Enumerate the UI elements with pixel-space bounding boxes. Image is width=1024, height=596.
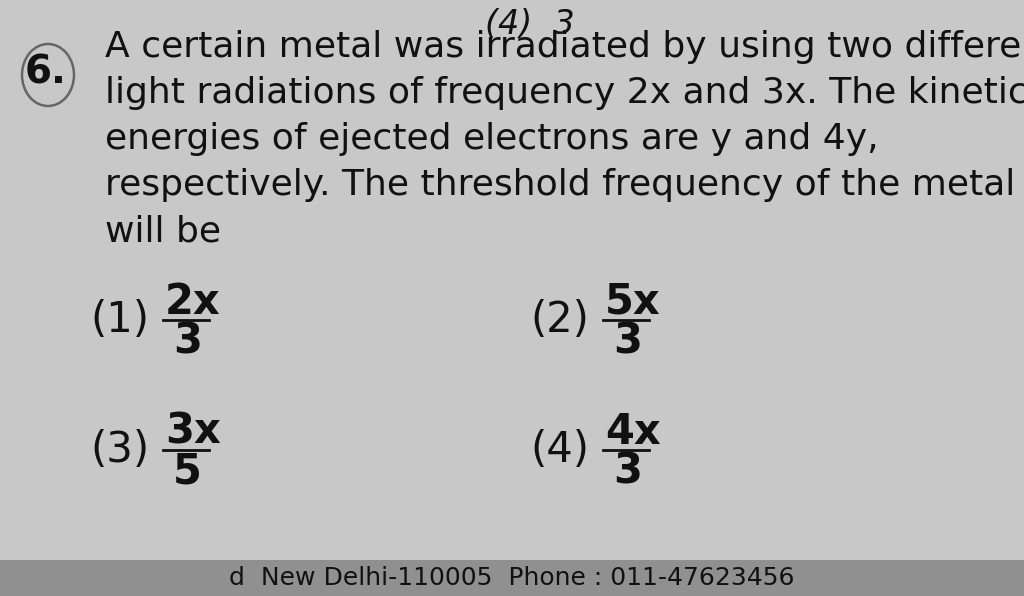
- Text: (4)  3: (4) 3: [485, 8, 574, 41]
- Text: energies of ejected electrons are y and 4y,: energies of ejected electrons are y and …: [105, 122, 879, 156]
- Text: will be: will be: [105, 214, 221, 248]
- Text: (1): (1): [90, 299, 150, 341]
- Text: 3: 3: [173, 321, 202, 363]
- Text: (3): (3): [90, 429, 150, 471]
- Text: 2x: 2x: [165, 281, 221, 323]
- Text: (4): (4): [530, 429, 589, 471]
- Text: 5: 5: [173, 451, 202, 493]
- Text: light radiations of frequency 2x and 3x. The kinetic: light radiations of frequency 2x and 3x.…: [105, 76, 1024, 110]
- Text: A certain metal was irradiated by using two different: A certain metal was irradiated by using …: [105, 30, 1024, 64]
- Text: 5x: 5x: [605, 281, 660, 323]
- Text: 3x: 3x: [165, 411, 221, 453]
- Text: 3: 3: [613, 451, 642, 493]
- Text: respectively. The threshold frequency of the metal: respectively. The threshold frequency of…: [105, 168, 1015, 202]
- Bar: [0, 560, 1024, 596]
- Text: 3: 3: [613, 321, 642, 363]
- Text: 6.: 6.: [25, 54, 67, 92]
- Text: 4x: 4x: [605, 411, 660, 453]
- Text: (2): (2): [530, 299, 589, 341]
- Text: d  New Delhi-110005  Phone : 011-47623456: d New Delhi-110005 Phone : 011-47623456: [229, 566, 795, 590]
